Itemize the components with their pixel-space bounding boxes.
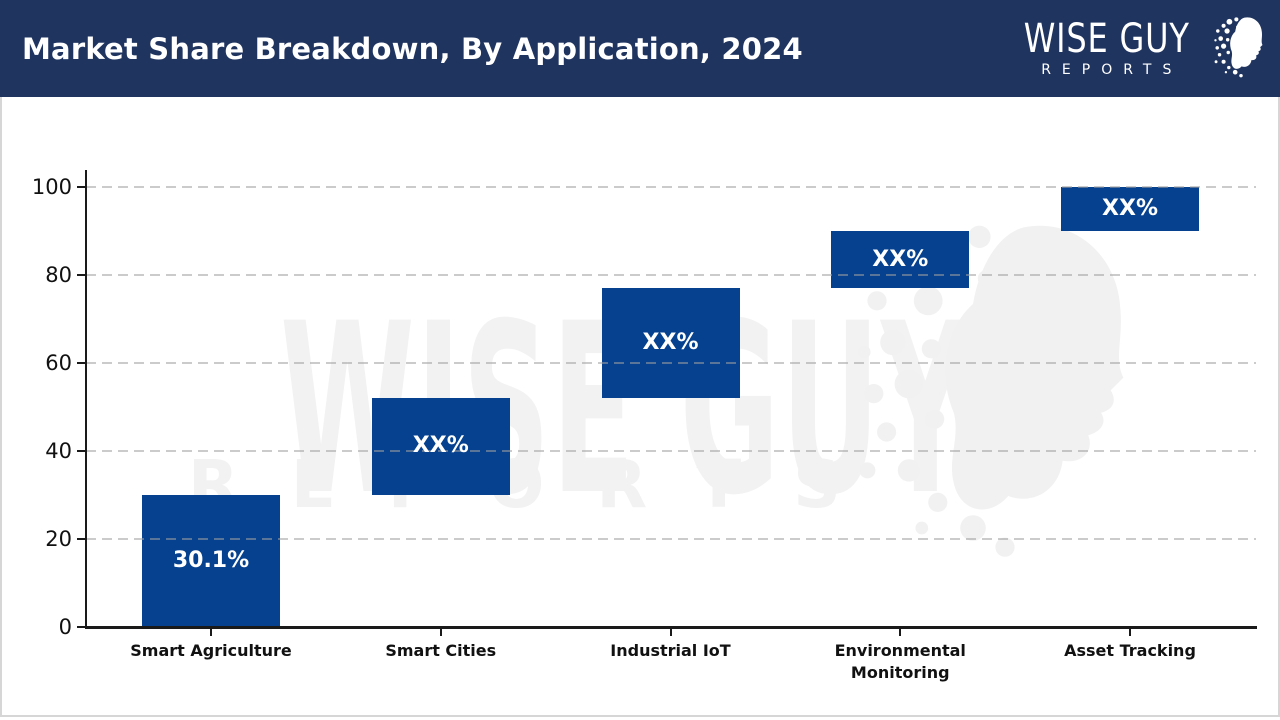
bar-value-label: XX%: [412, 433, 469, 459]
y-tick: [77, 362, 86, 364]
gridline: [86, 274, 1256, 276]
gridline: [86, 186, 1256, 188]
y-tick-label: 0: [58, 615, 72, 639]
bar-value-label: XX%: [642, 330, 699, 356]
bar: [371, 398, 510, 495]
x-tick: [899, 629, 902, 636]
bar: [601, 288, 740, 399]
y-tick-label: 60: [45, 351, 72, 375]
x-category-label: Asset Tracking: [1064, 641, 1196, 660]
y-axis-line: [85, 170, 87, 629]
x-tick: [669, 629, 672, 636]
header: Market Share Breakdown, By Application, …: [0, 0, 1280, 97]
bar: [142, 494, 280, 627]
x-category-label: Environmental Monitoring: [834, 641, 966, 682]
gridline: [86, 538, 1256, 540]
bar-value-label: XX%: [1102, 196, 1158, 221]
x-category-label: Smart Agriculture: [130, 641, 292, 660]
brand-logo: WISE GUY REPORTS: [1003, 8, 1270, 90]
y-tick-label: 100: [31, 175, 72, 199]
y-tick-label: 20: [45, 527, 72, 551]
y-tick: [77, 274, 86, 276]
bar-value-label: XX%: [872, 246, 929, 272]
brand-name: WISE GUY: [1023, 16, 1190, 62]
y-tick-label: 80: [45, 263, 72, 287]
brand-face-icon: [1212, 8, 1270, 90]
brand-logo-text: WISE GUY REPORTS: [1003, 19, 1210, 78]
chart-frame: [0, 97, 1280, 717]
bar: [1061, 187, 1199, 231]
x-tick: [439, 629, 442, 636]
bar-value-label: 30.1%: [172, 547, 250, 573]
gridline: [86, 450, 1256, 452]
y-tick: [77, 538, 86, 540]
gridline: [86, 362, 1256, 364]
y-tick-label: 40: [45, 439, 72, 463]
x-tick: [210, 629, 212, 636]
x-axis-line: [85, 626, 1257, 629]
y-tick: [77, 186, 86, 188]
bar: [831, 231, 970, 289]
x-tick: [1129, 629, 1131, 636]
x-category-label: Smart Cities: [385, 641, 497, 660]
brand-subtitle: REPORTS: [1041, 62, 1183, 78]
y-tick: [77, 626, 86, 628]
page-title: Market Share Breakdown, By Application, …: [22, 31, 803, 66]
y-tick: [77, 450, 86, 452]
x-category-label: Industrial IoT: [610, 641, 731, 660]
watermark-text-line2: REPORTS: [188, 446, 893, 523]
